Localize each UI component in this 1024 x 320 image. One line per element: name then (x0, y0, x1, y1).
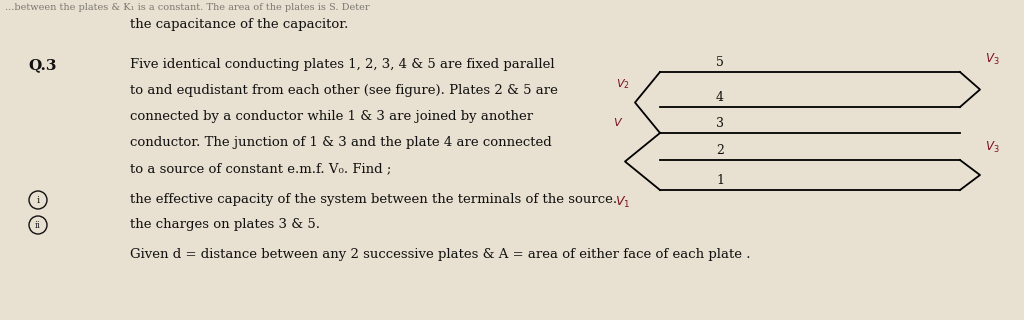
Text: Q.3: Q.3 (28, 58, 56, 72)
Text: to and equdistant from each other (see figure). Plates 2 & 5 are: to and equdistant from each other (see f… (130, 84, 558, 97)
Text: connected by a conductor while 1 & 3 are joined by another: connected by a conductor while 1 & 3 are… (130, 110, 534, 123)
Text: 5: 5 (716, 56, 724, 69)
Text: the effective capacity of the system between the terminals of the source.: the effective capacity of the system bet… (130, 193, 617, 206)
Text: ...between the plates & K₁ is a constant. The area of the plates is S. Deter: ...between the plates & K₁ is a constant… (5, 3, 370, 12)
Text: the capacitance of the capacitor.: the capacitance of the capacitor. (130, 18, 348, 31)
Text: to a source of constant e.m.f. V₀. Find ;: to a source of constant e.m.f. V₀. Find … (130, 162, 391, 175)
Text: Five identical conducting plates 1, 2, 3, 4 & 5 are fixed parallel: Five identical conducting plates 1, 2, 3… (130, 58, 555, 71)
Text: the charges on plates 3 & 5.: the charges on plates 3 & 5. (130, 218, 319, 231)
Text: $V_2$: $V_2$ (616, 77, 630, 91)
Text: Given d = distance between any 2 successive plates & A = area of either face of : Given d = distance between any 2 success… (130, 248, 751, 261)
Text: $V_3$: $V_3$ (985, 140, 999, 155)
Text: ii: ii (35, 220, 41, 229)
Text: conductor. The junction of 1 & 3 and the plate 4 are connected: conductor. The junction of 1 & 3 and the… (130, 136, 552, 149)
Text: $V_3$: $V_3$ (985, 52, 999, 67)
Text: 3: 3 (716, 117, 724, 130)
Text: 1: 1 (716, 174, 724, 187)
Text: 4: 4 (716, 91, 724, 104)
Text: 2: 2 (716, 144, 724, 157)
Text: $V$: $V$ (612, 116, 623, 128)
Text: $V_1$: $V_1$ (615, 195, 631, 210)
Text: i: i (37, 196, 40, 204)
